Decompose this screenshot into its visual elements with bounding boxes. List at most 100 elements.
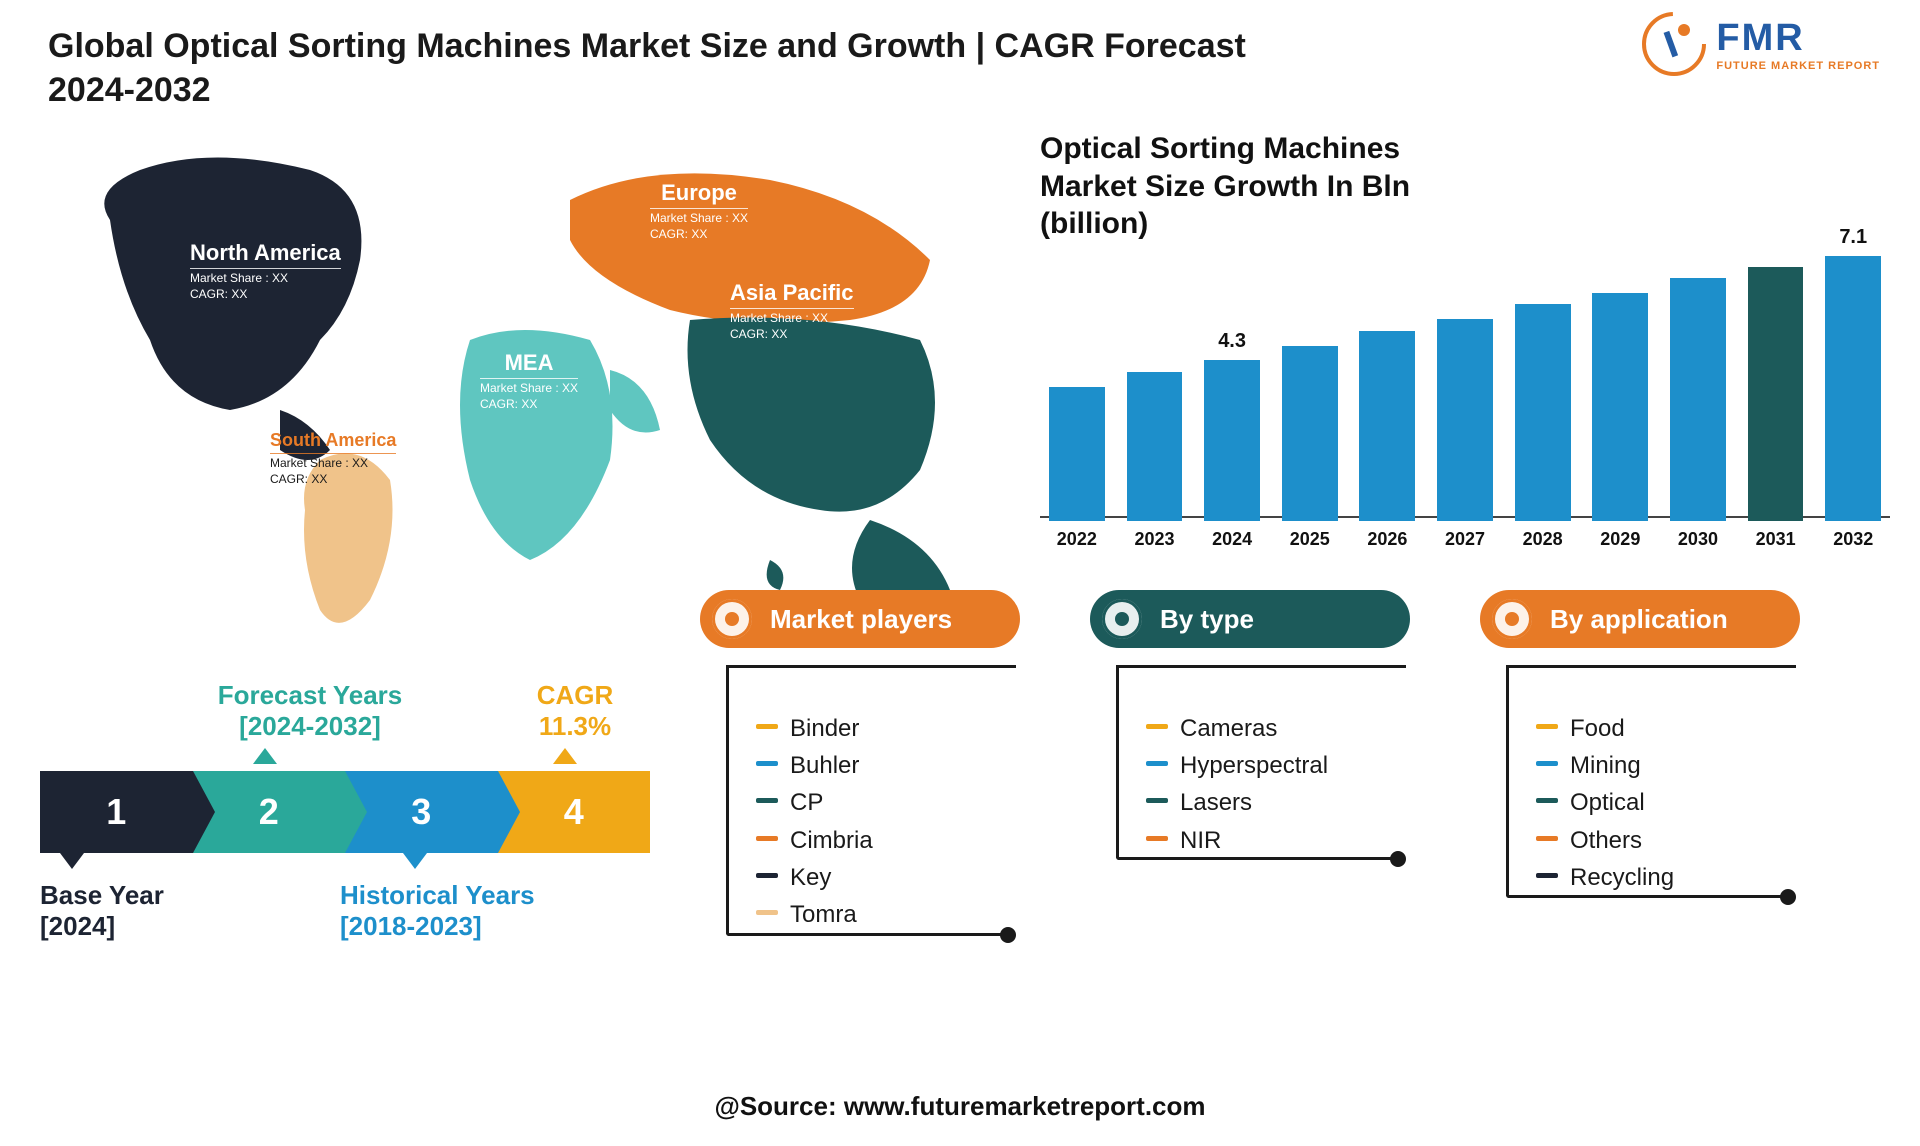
map-region-asia_pacific [688,318,951,609]
map-label-asia_pacific: Asia PacificMarket Share : XXCAGR: XX [730,280,854,342]
list-item: Lasers [1146,784,1328,821]
by-application-label: By application [1550,604,1728,635]
hist-range-text: [2018-2023] [340,911,535,942]
arrow-down-icon [60,853,84,869]
bar [1437,319,1493,521]
bar-value-label: 7.1 [1839,226,1867,252]
region-cagr: CAGR: XX [650,227,748,243]
bar-year-label: 2024 [1212,529,1252,550]
market-players-list: BinderBuhlerCPCimbriaKeyTomra [756,710,873,933]
bar-year-label: 2028 [1523,529,1563,550]
bar-year-label: 2025 [1290,529,1330,550]
bar-col-2032: 7.1 2032 [1820,226,1886,550]
list-item: Optical [1536,784,1674,821]
region-name: North America [190,240,341,266]
map-label-mea: MEA Market Share : XXCAGR: XX [480,350,578,412]
source-attribution: @Source: www.futuremarketreport.com [714,1091,1205,1122]
region-name: MEA [480,350,578,376]
region-share: Market Share : XX [480,381,578,397]
bar-year-label: 2032 [1833,529,1873,550]
base-year-text: Base Year [40,880,340,911]
bar-year-label: 2031 [1756,529,1796,550]
historical-years-label: Historical Years [2018-2023] [340,880,535,942]
base-year-label: Base Year [2024] [40,880,340,942]
bar [1670,278,1726,521]
forecast-label-text: Forecast Years [120,680,500,711]
arrow-down-icon [403,853,427,869]
fmr-logo-text: FMR [1716,17,1880,60]
bar-col-2026: 2026 [1355,301,1421,550]
bar [1825,256,1881,521]
list-item: Hyperspectral [1146,747,1328,784]
list-item: Tomra [756,896,873,933]
region-cagr: CAGR: XX [270,472,396,488]
cagr-label: CAGR 11.3% [500,680,650,742]
list-item: NIR [1146,822,1328,859]
bar-col-2024: 4.3 2024 [1199,330,1265,550]
bar-chart: Optical Sorting Machines Market Size Gro… [1040,130,1890,550]
region-name: Asia Pacific [730,280,854,306]
bar-year-label: 2022 [1057,529,1097,550]
map-label-north_america: North America Market Share : XXCAGR: XX [190,240,341,302]
region-share: Market Share : XX [270,456,396,472]
map-region-north_america [104,158,361,461]
bar [1049,387,1105,521]
pill-dot-icon [1102,599,1142,639]
by-application-pill: By application [1480,590,1800,648]
region-share: Market Share : XX [730,311,854,327]
region-name: South America [270,430,396,451]
timeline-seg-4: 4 [498,771,651,853]
cagr-label-text: CAGR [500,680,650,711]
bar-value-label: 4.3 [1218,330,1246,356]
by-type-list: CamerasHyperspectralLasersNIR [1146,710,1328,859]
region-share: Market Share : XX [650,211,748,227]
hist-label-text: Historical Years [340,880,535,911]
forecast-years-label: Forecast Years [2024-2032] [120,680,500,742]
bar [1592,293,1648,521]
by-application-block: By application FoodMiningOpticalOthersRe… [1480,590,1820,898]
list-item: Buhler [756,747,873,784]
market-players-label: Market players [770,604,952,635]
bar-col-2027: 2027 [1432,289,1498,550]
fmr-logo: FMR FUTURE MARKET REPORT [1642,12,1880,76]
arrow-up-icon [253,748,277,764]
region-cagr: CAGR: XX [190,287,341,303]
fmr-logo-subtext: FUTURE MARKET REPORT [1716,60,1880,72]
bar-col-2029: 2029 [1587,263,1653,550]
list-item: Mining [1536,747,1674,784]
list-item: Recycling [1536,859,1674,896]
by-application-list: FoodMiningOpticalOthersRecycling [1536,710,1674,896]
list-item: Food [1536,710,1674,747]
region-share: Market Share : XX [190,271,341,287]
forecast-range-text: [2024-2032] [120,711,500,742]
list-item: Others [1536,822,1674,859]
map-label-south_america: South America Market Share : XXCAGR: XX [270,430,396,487]
bar-year-label: 2026 [1367,529,1407,550]
pill-dot-icon [1492,599,1532,639]
timeline-seg-2: 2 [193,771,346,853]
market-players-block: Market players BinderBuhlerCPCimbriaKeyT… [700,590,1040,936]
timeline-seg-1: 1 [40,771,193,853]
bar-col-2028: 2028 [1510,274,1576,550]
by-type-block: By type CamerasHyperspectralLasersNIR [1090,590,1430,860]
cagr-value-text: 11.3% [500,711,650,742]
region-cagr: CAGR: XX [480,397,578,413]
bar-year-label: 2023 [1134,529,1174,550]
bar [1204,360,1260,521]
bar-year-label: 2029 [1600,529,1640,550]
list-item: Binder [756,710,873,747]
market-players-pill: Market players [700,590,1020,648]
bar [1359,331,1415,521]
fmr-logo-icon [1642,12,1706,76]
bar-col-2023: 2023 [1122,342,1188,550]
list-item: CP [756,784,873,821]
bar-year-label: 2030 [1678,529,1718,550]
pill-dot-icon [712,599,752,639]
by-type-pill: By type [1090,590,1410,648]
region-name: Europe [650,180,748,206]
bar-col-2022: 2022 [1044,357,1110,550]
bar-year-label: 2027 [1445,529,1485,550]
bar [1127,372,1183,521]
world-map: North AmericaMarket Share : XXCAGR: XXSo… [50,140,990,640]
list-item: Cameras [1146,710,1328,747]
